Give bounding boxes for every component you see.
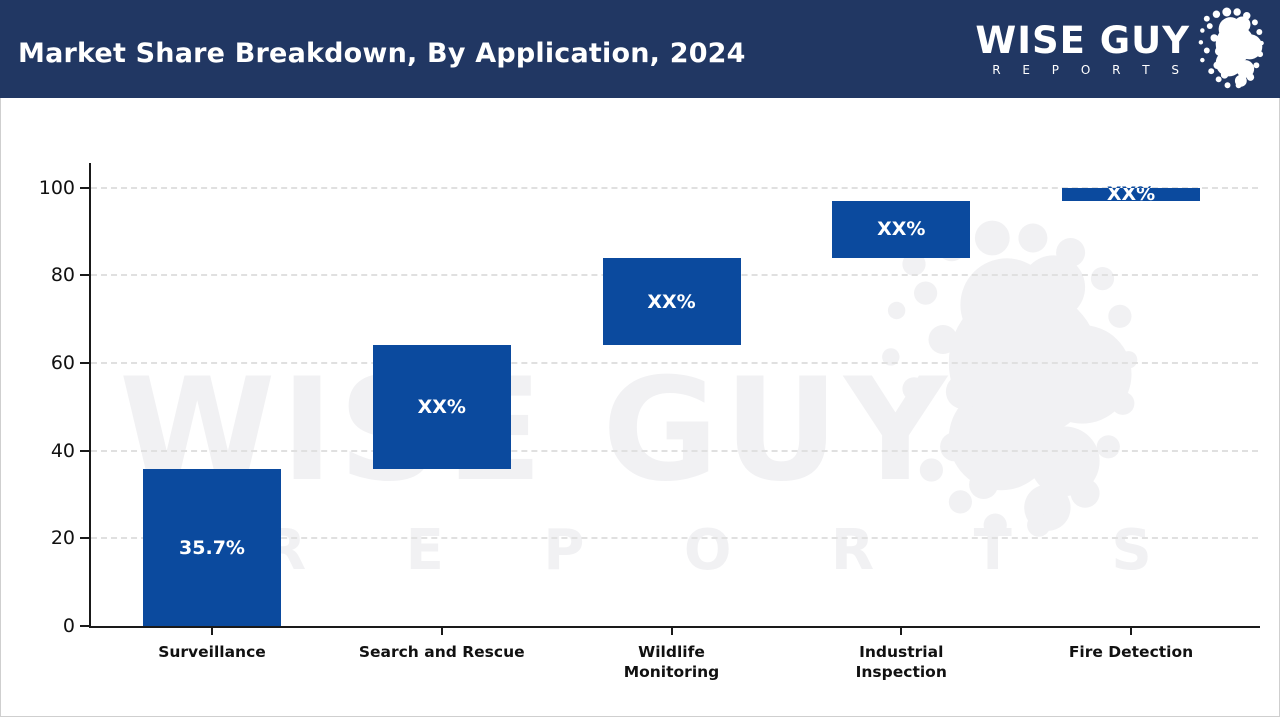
bar-industrial-inspection: XX% XX%: [832, 200, 971, 258]
x-tick-label-line: Surveillance: [158, 643, 266, 661]
y-tick-label-20: 20: [50, 527, 75, 550]
bar-surveillance: 35.7% 35.7%: [143, 469, 281, 626]
x-tick-label-industrial-inspection: Industrial Inspection: [786, 642, 1016, 682]
y-tick-label-60: 60: [50, 351, 75, 374]
bar-value-label: XX%: [1106, 187, 1156, 201]
face-profile-logo-icon: [1198, 7, 1264, 89]
chart-title: Market Share Breakdown, By Application, …: [18, 37, 746, 69]
y-axis-line: [89, 163, 91, 628]
y-tick-label-0: 0: [62, 615, 75, 637]
x-tick-mark-industrial-inspection: [900, 628, 903, 635]
plot-area: 0 20 40 60 80 100 35.7% 35.7% Surveillance XX% XX%…: [39, 163, 1260, 681]
bar-value-label: XX%: [417, 396, 466, 419]
x-tick-label-search-and-rescue: Search and Rescue: [327, 642, 557, 662]
bar-label-clip: XX%: [373, 345, 511, 469]
bar-value-label: XX%: [647, 290, 696, 313]
chart-canvas: WISE GUY R E P O R T S 0 20 40 60 80 100 35.7%…: [0, 98, 1280, 717]
bar-value-label: XX%: [877, 218, 926, 241]
bar-label-clip: 35.7%: [143, 469, 281, 626]
x-tick-label-line: Fire Detection: [1068, 643, 1194, 661]
bar-search-and-rescue: XX% XX%: [372, 345, 511, 470]
bar-value-label-under: XX%: [877, 218, 926, 241]
y-tick-mark-0: [80, 625, 89, 627]
grid-line-60: [91, 361, 1258, 364]
logo-subtitle: R E P O R T S: [992, 63, 1188, 77]
x-tick-mark-fire-detection: [1130, 628, 1132, 635]
bar-value-label-under: XX%: [417, 396, 466, 419]
y-tick-mark-60: [80, 361, 89, 364]
x-tick-label-line: Monitoring: [623, 663, 720, 681]
x-tick-label-line: Wildlife: [638, 643, 705, 661]
y-tick-mark-80: [80, 274, 89, 277]
wise-guy-logo: WISE GUY R E P O R T S: [975, 6, 1266, 92]
y-tick-label-80: 80: [50, 264, 75, 287]
header-banner: Market Share Breakdown, By Application, …: [0, 0, 1280, 98]
y-tick-mark-40: [80, 449, 89, 452]
grid-line-100: [91, 186, 1258, 189]
x-tick-mark-search-and-rescue: [440, 628, 443, 635]
x-tick-label-line: Search and Rescue: [358, 643, 525, 661]
bar-fire-detection: XX% XX%: [1062, 183, 1200, 205]
y-tick-label-40: 40: [50, 439, 75, 462]
grid-line-40: [91, 449, 1258, 452]
x-tick-mark-surveillance: [211, 628, 213, 635]
bar-value-label-under: 35.7%: [179, 536, 245, 559]
bar-label-clip: XX%: [603, 258, 741, 346]
bar-label-clip: XX%: [1062, 188, 1200, 201]
logo-text: WISE GUY R E P O R T S: [975, 19, 1190, 78]
x-tick-label-fire-detection: Fire Detection: [1016, 642, 1246, 662]
y-tick-label-100: 100: [38, 176, 75, 199]
y-tick-mark-100: [80, 186, 89, 189]
x-tick-label-line: Industrial: [859, 643, 944, 661]
bar-value-label: 35.7%: [179, 536, 245, 559]
x-tick-label-line: Inspection: [855, 663, 947, 681]
bar-value-label-under: XX%: [647, 290, 696, 313]
x-tick-mark-wildlife-monitoring: [670, 628, 673, 635]
x-axis-line: [89, 626, 1260, 628]
x-tick-label-surveillance: Surveillance: [97, 642, 327, 662]
bar-value-label-under: XX%: [1106, 183, 1156, 206]
bar-wildlife-monitoring: XX% XX%: [602, 257, 741, 346]
x-tick-label-wildlife-monitoring: Wildlife Monitoring: [557, 642, 787, 682]
grid-line-20: [91, 537, 1258, 540]
logo-wordmark: WISE GUY: [975, 19, 1190, 62]
bar-label-clip: XX%: [832, 201, 970, 258]
y-tick-mark-20: [80, 537, 89, 540]
